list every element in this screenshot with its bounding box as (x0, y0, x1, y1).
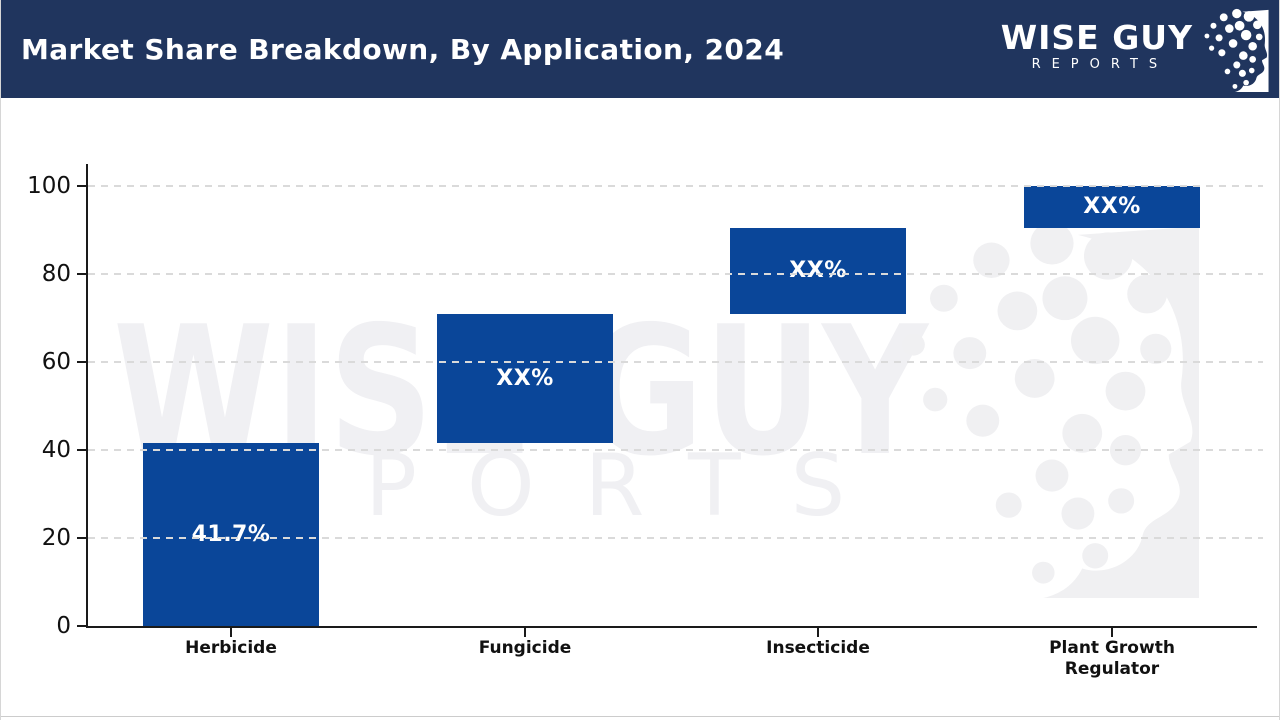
x-category-label-0: Herbicide (185, 638, 277, 658)
bar-insecticide: XX% (730, 227, 906, 314)
y-tick-label-60: 60 (41, 349, 71, 375)
wise-guy-reports-logo: WISE GUY REPORTS (981, 0, 1279, 98)
y-tick-80 (77, 273, 86, 275)
y-tick-label-100: 100 (27, 173, 71, 199)
logo-text: WISE GUY REPORTS (1000, 18, 1193, 73)
plot-area: WISE GUY REPORTS 0 20 40 60 80 100 41.7% Herbic… (1, 98, 1279, 720)
y-tick-0 (77, 625, 86, 627)
x-tick-2 (817, 628, 819, 637)
logo-wordmark: WISE GUY (1000, 18, 1193, 57)
gridline-y-60 (88, 361, 1263, 363)
bar-value-label: XX% (496, 365, 554, 391)
bar-fungicide: XX% (437, 313, 613, 443)
bar-value-label: 41.7% (191, 521, 271, 547)
y-tick-label-0: 0 (56, 613, 71, 639)
gridline-y-80 (88, 273, 1263, 275)
y-tick-60 (77, 361, 86, 363)
logo-head-icon (1204, 8, 1269, 92)
x-axis-line (86, 626, 1257, 628)
x-tick-1 (524, 628, 526, 637)
bar-plant-growth-regulator: XX% (1024, 186, 1200, 228)
chart-title: Market Share Breakdown, By Application, … (21, 32, 785, 66)
y-tick-40 (77, 449, 86, 451)
x-category-label-3: Plant Growth Regulator (1049, 638, 1175, 680)
x-tick-3 (1111, 628, 1113, 637)
watermark-head-icon (902, 222, 1199, 598)
x-tick-0 (230, 628, 232, 637)
y-tick-label-20: 20 (41, 525, 71, 551)
x-category-label-1: Fungicide (478, 638, 572, 658)
bar-value-label: XX% (789, 258, 847, 284)
y-axis-line (86, 164, 88, 628)
gridline-y-100 (88, 185, 1263, 187)
y-tick-label-40: 40 (41, 437, 71, 463)
logo-subtitle: REPORTS (1031, 57, 1169, 73)
x-category-label-2: Insecticide (766, 638, 870, 658)
image-border-line (1, 716, 1279, 717)
header-bar: Market Share Breakdown, By Application, … (1, 0, 1279, 98)
bar-value-label: XX% (1083, 194, 1141, 220)
y-tick-100 (77, 185, 86, 187)
bar-herbicide: 41.7% (143, 442, 319, 626)
gridline-y-20 (88, 537, 1263, 539)
y-tick-20 (77, 537, 86, 539)
y-tick-label-80: 80 (41, 261, 71, 287)
gridline-y-40 (88, 449, 1263, 451)
